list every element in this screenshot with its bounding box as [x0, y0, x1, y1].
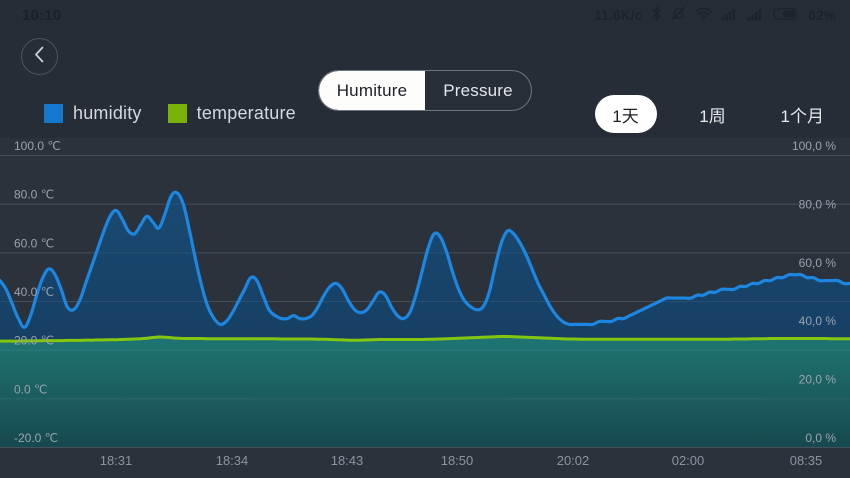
y2-axis-tick-label: 40,0 %	[799, 314, 837, 328]
chart-areas	[0, 155, 850, 448]
x-axis-tick-label: 18:31	[100, 453, 133, 468]
legend-item-humidity: humidity	[44, 103, 142, 124]
range-option-1day[interactable]: 1天	[594, 95, 657, 133]
x-axis-tick-label: 18:34	[216, 453, 249, 468]
mute-icon	[671, 6, 686, 24]
legend-swatch-humidity	[44, 104, 63, 123]
chart-y2-axis-labels: 100,0 % 80,0 % 60,0 % 40,0 % 20,0 % 0,0 %	[792, 139, 836, 445]
wifi-icon	[695, 7, 713, 24]
y-axis-tick-label: -20.0 ℃	[14, 431, 58, 445]
x-axis-tick-label: 18:50	[441, 453, 474, 468]
temperature-line	[0, 334, 850, 343]
y-axis-tick-label: 0.0 ℃	[14, 382, 48, 396]
x-axis-tick-label: 20:02	[557, 453, 590, 468]
temperature-area	[0, 336, 850, 447]
range-selector[interactable]: 1天 1周 1个月	[594, 95, 836, 133]
tab-pressure[interactable]: Pressure	[443, 80, 513, 100]
y2-axis-tick-label: 60,0 %	[799, 256, 837, 270]
bluetooth-icon	[651, 6, 662, 24]
chart-y-axis-labels: 100.0 ℃ 80.0 ℃ 60.0 ℃ 40.0 ℃ 20.0 ℃ 0.0 ℃ -20.…	[14, 139, 61, 445]
x-axis-tick-label: 02:00	[672, 453, 705, 468]
legend-item-temperature: temperature	[167, 103, 296, 124]
humiture-chart[interactable]: 100.0 ℃ 80.0 ℃ 60.0 ℃ 40.0 ℃ 20.0 ℃ 0.0 ℃ -20.…	[0, 138, 850, 478]
battery-icon	[773, 7, 799, 24]
y2-axis-tick-label: 0,0 %	[805, 431, 836, 445]
y2-axis-tick-label: 20,0 %	[799, 373, 837, 387]
legend-label-temperature: temperature	[196, 103, 296, 123]
humidity-line	[0, 190, 850, 329]
legend-swatch-temperature	[167, 104, 187, 123]
mode-segmented-control[interactable]: Humiture Pressure	[318, 70, 532, 111]
back-button[interactable]	[21, 38, 58, 75]
y-axis-tick-label: 80.0 ℃	[14, 188, 54, 202]
chart-lines	[0, 190, 850, 343]
y-axis-tick-label: 60.0 ℃	[14, 236, 54, 250]
y-axis-tick-label: 100.0 ℃	[14, 139, 61, 153]
signal-icon	[747, 7, 764, 24]
chevron-left-icon	[33, 46, 46, 68]
battery-percent-label: 62%	[808, 7, 836, 23]
network-speed-label: 11.6K/c	[594, 7, 643, 23]
chart-legend: humidity temperature	[44, 103, 296, 124]
chart-x-axis-labels: 18:31 18:34 18:43 18:50 20:02 02:00 08:35	[100, 453, 823, 468]
range-option-1month[interactable]: 1个月	[780, 106, 824, 126]
y2-axis-tick-label: 100,0 %	[792, 139, 836, 153]
status-bar: 10:10 11.6K/c	[0, 0, 850, 30]
x-axis-tick-label: 18:43	[331, 453, 364, 468]
signal-icon	[721, 7, 738, 24]
legend-label-humidity: humidity	[73, 103, 142, 123]
x-axis-tick-label: 08:35	[790, 453, 823, 468]
status-time: 10:10	[22, 6, 62, 24]
top-bar: Humiture Pressure	[0, 30, 850, 111]
tab-humiture[interactable]: Humiture	[319, 71, 425, 110]
y-axis-tick-label: 20.0 ℃	[14, 334, 54, 348]
y2-axis-tick-label: 80,0 %	[799, 197, 837, 211]
y-axis-tick-label: 40.0 ℃	[14, 285, 54, 299]
chart-canvas: 100.0 ℃ 80.0 ℃ 60.0 ℃ 40.0 ℃ 20.0 ℃ 0.0 ℃ -20.…	[0, 138, 850, 478]
status-icons: 11.6K/c	[594, 6, 836, 24]
range-option-1week[interactable]: 1周	[699, 106, 726, 126]
